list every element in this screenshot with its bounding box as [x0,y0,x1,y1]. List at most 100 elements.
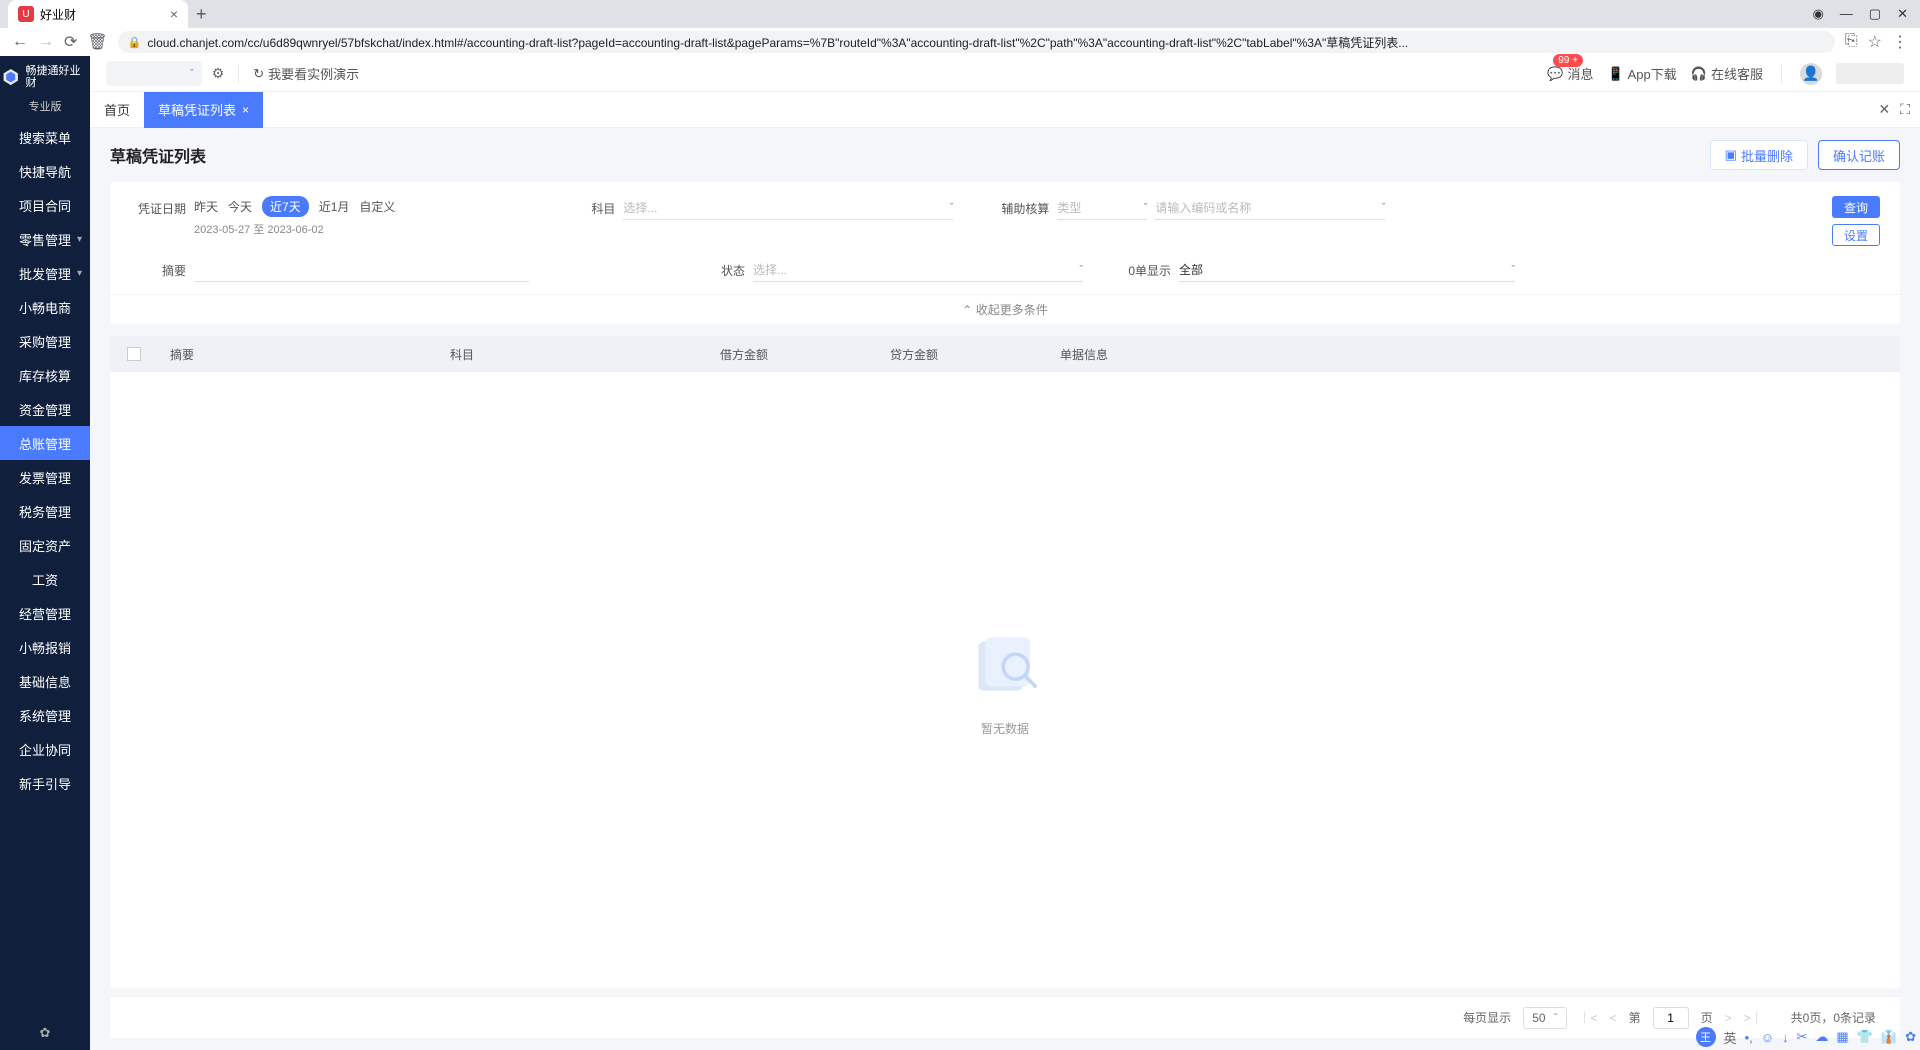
date-option[interactable]: 昨天 [194,198,218,215]
subject-select[interactable]: 选择... ˇ [623,196,953,220]
sidebar-item[interactable]: 快捷导航 [0,154,90,188]
sidebar-item-label: 固定资产 [19,536,71,555]
avatar[interactable]: 👤 [1800,63,1822,85]
ime-punct-icon[interactable]: •, [1745,1030,1753,1045]
address-bar: ← → ⟳ 🗑 🔒 cloud.chanjet.com/cc/u6d89qwnr… [0,28,1920,56]
minimize-icon[interactable]: — [1840,6,1853,22]
close-window-icon[interactable]: ✕ [1897,6,1908,22]
query-button[interactable]: 查询 [1832,196,1880,218]
settings-button[interactable]: 设置 [1832,224,1880,246]
batch-delete-button[interactable]: ▣ 批量删除 [1710,140,1808,170]
date-option[interactable]: 今天 [228,198,252,215]
more-icon[interactable]: ⋮ [1892,32,1908,52]
sidebar-item-label: 税务管理 [19,502,71,521]
headset-icon: 🎧 [1691,66,1707,82]
page-tab[interactable]: 草稿凭证列表× [144,92,263,128]
last-page-icon[interactable]: >｜ [1744,1009,1763,1026]
pip-icon[interactable]: ◉ [1812,6,1823,22]
new-tab-button[interactable]: + [196,4,207,25]
msg-badge: 99 + [1553,54,1583,67]
ime-cloud-icon[interactable]: ☁ [1815,1029,1828,1045]
ime-person-icon[interactable]: 👕 [1857,1029,1873,1045]
ime-cut-icon[interactable]: ✂ [1797,1029,1808,1045]
sidebar-item[interactable]: 小畅报销 [0,630,90,664]
tab-close-icon[interactable]: × [242,103,249,117]
sidebar-item[interactable]: 发票管理 [0,460,90,494]
sidebar-item[interactable]: 批发管理▾ [0,256,90,290]
sidebar-item[interactable]: 总账管理 [0,426,90,460]
sidebar-item[interactable]: 系统管理 [0,698,90,732]
zero-filter: 0单显示 全部 ˇ [1123,258,1515,282]
sidebar-item[interactable]: 企业协同 [0,732,90,766]
trash-icon[interactable]: 🗑 [87,32,107,52]
play-icon: ↻ [253,66,264,82]
delete-icon: ▣ [1725,147,1737,163]
collapse-toggle[interactable]: ⌃ 收起更多条件 [110,294,1900,324]
page-size-select[interactable]: 50 ˇ [1523,1007,1566,1029]
sidebar-item[interactable]: 库存核算 [0,358,90,392]
ime-mic-icon[interactable]: ↓ [1782,1030,1789,1045]
ime-lang[interactable]: 英 [1724,1028,1737,1047]
date-option[interactable]: 自定义 [359,198,395,215]
support-button[interactable]: 🎧 在线客服 [1691,64,1763,83]
ime-gear-icon[interactable]: ✿ [1905,1029,1916,1045]
empty-text: 暂无数据 [981,720,1029,737]
fullscreen-icon[interactable]: ⛶ [1900,101,1910,118]
aux-label: 辅助核算 [993,196,1049,217]
reload-icon[interactable]: ⟳ [64,32,77,52]
date-range: 2023-05-27 至 2023-06-02 [194,221,395,237]
back-icon[interactable]: ← [12,33,28,51]
confirm-button[interactable]: 确认记账 [1818,140,1900,170]
install-icon[interactable]: ⎘ [1845,32,1858,52]
date-option[interactable]: 近1月 [319,198,350,215]
page-input[interactable] [1653,1007,1689,1029]
user-name[interactable] [1836,63,1904,84]
sidebar-item[interactable]: 固定资产 [0,528,90,562]
batch-delete-label: 批量删除 [1741,146,1793,165]
tab-close-icon[interactable]: × [170,6,178,22]
sidebar-item[interactable]: 工资 [0,562,90,596]
browser-tab[interactable]: U 好业财 × [8,0,188,28]
sidebar-item[interactable]: 采购管理 [0,324,90,358]
sidebar-item[interactable]: 小畅电商 [0,290,90,324]
messages-button[interactable]: 99 + 💬 消息 [1547,64,1593,83]
page-tab[interactable]: 首页 [90,92,144,128]
close-all-icon[interactable]: ✕ [1878,101,1890,118]
title-actions: ▣ 批量删除 确认记账 [1710,140,1900,170]
ime-emoji-icon[interactable]: ☺ [1761,1030,1774,1045]
ime-logo-icon[interactable]: 王 [1696,1027,1716,1047]
sidebar-item[interactable]: 新手引导 [0,766,90,800]
demo-link[interactable]: ↻ 我要看实例演示 [253,64,359,83]
sidebar-item[interactable]: 资金管理 [0,392,90,426]
sidebar-item[interactable]: 项目合同 [0,188,90,222]
per-page-label: 每页显示 [1463,1009,1511,1026]
ime-grid-icon[interactable]: ▦ [1836,1029,1848,1045]
sidebar-item-label: 小畅报销 [19,638,71,657]
sidebar-item[interactable]: 税务管理 [0,494,90,528]
maximize-icon[interactable]: ▢ [1869,6,1881,22]
next-page-icon[interactable]: > [1725,1011,1732,1025]
date-option[interactable]: 近7天 [262,196,309,217]
download-label: App下载 [1628,64,1677,83]
table-header: 摘要 科目 借方金额 贷方金额 单据信息 [110,336,1900,372]
prev-page-icon[interactable]: < [1610,1011,1617,1025]
org-selector[interactable]: ˇ [106,61,202,86]
ime-skin-icon[interactable]: 👔 [1881,1029,1897,1045]
url-field[interactable]: 🔒 cloud.chanjet.com/cc/u6d89qwnryel/57bf… [118,31,1835,53]
sidebar-item[interactable]: 搜索菜单 [0,120,90,154]
first-page-icon[interactable]: ｜< [1579,1009,1598,1026]
star-icon[interactable]: ☆ [1868,32,1882,52]
zero-select[interactable]: 全部 ˇ [1179,258,1515,282]
aux-code-input[interactable]: 请输入编码或名称 ˇ [1155,196,1385,220]
summary-input[interactable] [194,258,529,282]
settings-icon[interactable]: ✿ [0,1016,90,1050]
select-all-checkbox[interactable] [127,347,141,361]
gear-icon[interactable]: ⚙ [212,65,225,82]
download-button[interactable]: 📱 App下载 [1607,64,1676,83]
sidebar-item[interactable]: 经营管理 [0,596,90,630]
aux-type-select[interactable]: 类型 ˇ [1057,196,1147,220]
forward-icon[interactable]: → [38,33,54,51]
status-select[interactable]: 选择... ˇ [753,258,1083,282]
sidebar-item[interactable]: 零售管理▾ [0,222,90,256]
sidebar-item[interactable]: 基础信息 [0,664,90,698]
